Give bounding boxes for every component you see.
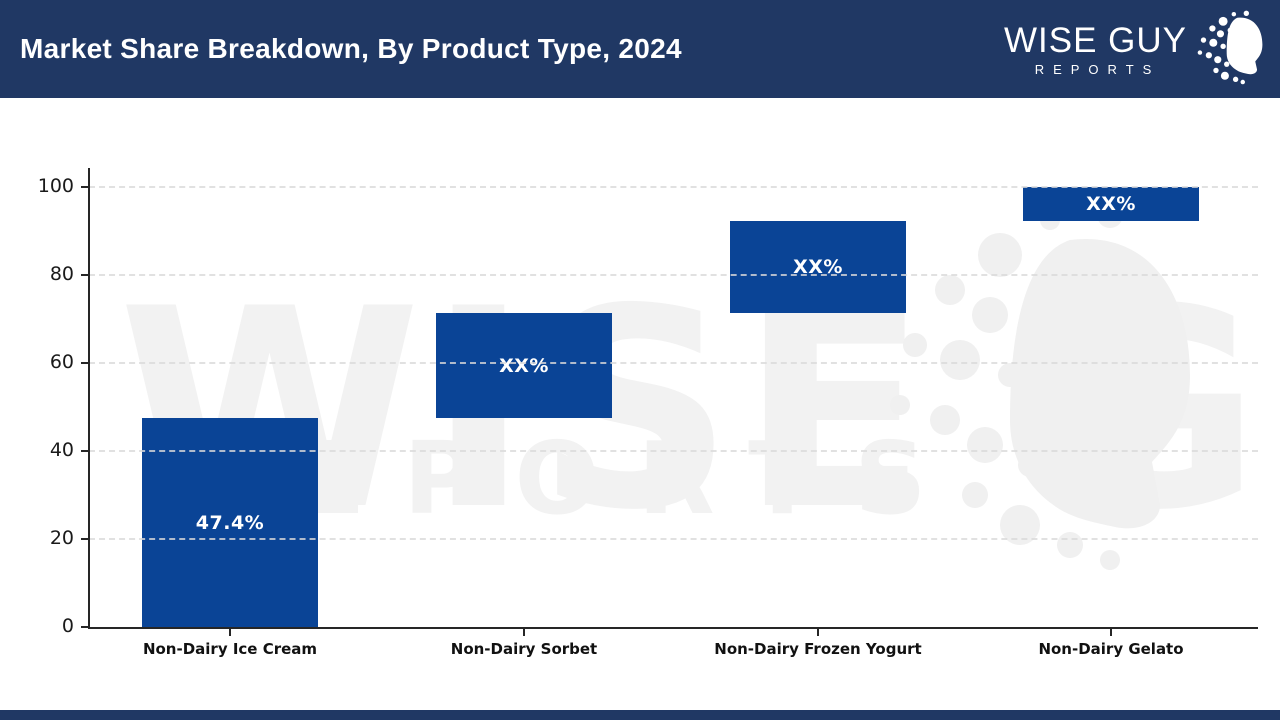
gridline — [89, 450, 1258, 452]
gridline — [89, 362, 1258, 364]
footer-bar — [0, 710, 1280, 720]
x-category-label: Non-Dairy Ice Cream — [142, 640, 318, 658]
bar-segment: 47.4% — [142, 418, 318, 627]
y-tick-label: 20 — [49, 527, 74, 549]
x-category-label: Non-Dairy Gelato — [1038, 640, 1184, 658]
x-tick-mark — [817, 629, 819, 636]
y-tick-label: 0 — [61, 615, 74, 637]
brand-name: WISE GUY — [1004, 20, 1188, 60]
gridline — [89, 274, 1258, 276]
y-tick-label: 60 — [49, 351, 74, 373]
bar-segment: XX% — [730, 220, 906, 314]
y-tick-mark — [81, 538, 89, 540]
gridline — [89, 186, 1258, 188]
bar-segment: XX% — [1023, 187, 1199, 221]
bar-segment: XX% — [436, 313, 612, 419]
x-tick-mark — [523, 629, 525, 636]
y-tick-mark — [81, 626, 89, 628]
x-tick-mark — [1110, 629, 1112, 636]
y-tick-mark — [81, 362, 89, 364]
brand-logo: WISE GUY REPORTS — [1004, 6, 1266, 92]
y-tick-mark — [81, 450, 89, 452]
watermark-face-icon — [890, 202, 1190, 570]
brand-subtitle: REPORTS — [1034, 61, 1161, 77]
bar-value-label: 47.4% — [195, 511, 265, 534]
x-category-label: Non-Dairy Frozen Yogurt — [714, 640, 922, 658]
y-tick-label: 100 — [37, 175, 74, 197]
gridline — [89, 538, 1258, 540]
chart-title: Market Share Breakdown, By Product Type,… — [20, 33, 682, 64]
x-tick-mark — [229, 629, 231, 636]
y-axis-line — [88, 168, 90, 629]
x-category-label: Non-Dairy Sorbet — [450, 640, 598, 658]
y-tick-mark — [81, 274, 89, 276]
bar-value-label: XX% — [793, 256, 843, 279]
y-tick-label: 80 — [49, 263, 74, 285]
y-tick-label: 40 — [49, 439, 74, 461]
x-axis-line — [88, 627, 1258, 629]
bar-value-label: XX% — [1086, 192, 1136, 215]
y-tick-mark — [81, 186, 89, 188]
header-bar: Market Share Breakdown, By Product Type,… — [0, 0, 1280, 98]
brand-face-icon — [1197, 10, 1263, 85]
bar-value-label: XX% — [499, 354, 549, 377]
brand-logo-text: WISE GUY REPORTS — [1004, 23, 1187, 76]
